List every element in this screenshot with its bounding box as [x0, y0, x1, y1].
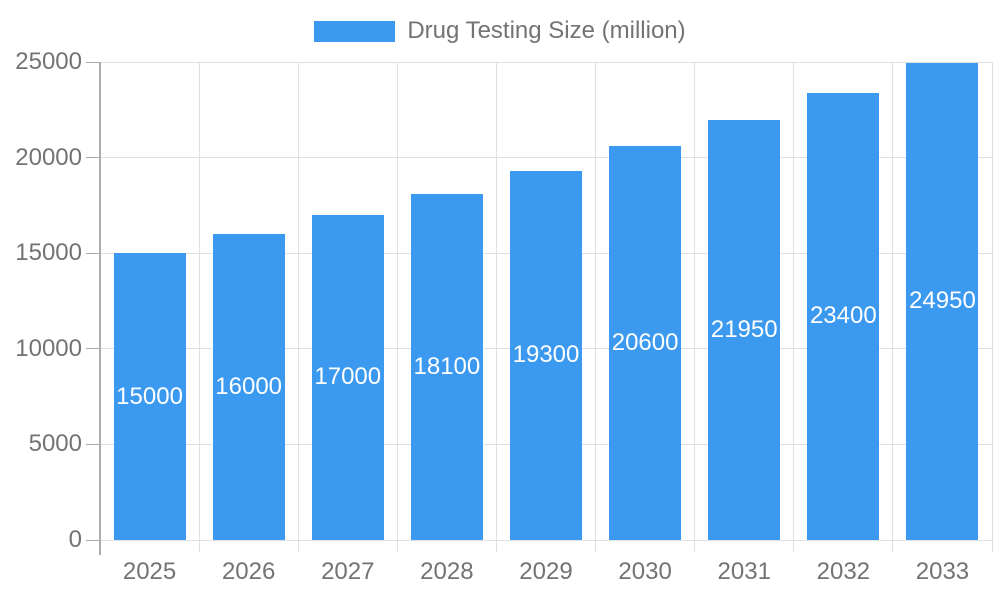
y-axis-tick	[86, 348, 100, 350]
x-gridline	[396, 62, 398, 540]
x-axis-tick	[297, 540, 299, 552]
x-axis-tick	[198, 540, 200, 552]
bar[interactable]	[113, 253, 186, 540]
y-axis-label: 10000	[15, 334, 82, 362]
chart-legend[interactable]: Drug Testing Size (million)	[0, 17, 1000, 45]
y-axis-tick	[86, 252, 100, 254]
x-axis-label: 2032	[816, 558, 871, 585]
bar-value-label: 23400	[809, 302, 877, 330]
y-axis-tick	[86, 157, 100, 159]
x-axis-tick	[495, 540, 497, 552]
y-axis-label: 5000	[28, 430, 82, 458]
bar[interactable]	[807, 92, 880, 540]
bar-value-label: 16000	[215, 373, 283, 401]
y-axis-tick	[86, 539, 100, 541]
bar-value-label: 21950	[710, 316, 778, 344]
bar[interactable]	[609, 146, 682, 540]
x-axis-tick	[694, 540, 696, 552]
y-axis-label: 25000	[15, 48, 82, 75]
legend-label: Drug Testing Size (million)	[407, 17, 686, 44]
y-axis-label: 20000	[15, 143, 82, 171]
bar[interactable]	[906, 62, 979, 540]
bar[interactable]	[708, 120, 781, 540]
plot-border-right	[991, 62, 993, 540]
bar-value-label: 24950	[909, 287, 976, 315]
x-gridline	[793, 62, 795, 540]
bar[interactable]	[212, 234, 285, 540]
x-axis-label: 2027	[321, 558, 375, 585]
x-gridline	[595, 62, 597, 540]
bar-value-label: 15000	[116, 382, 183, 410]
x-axis-label: 2033	[915, 558, 970, 585]
bar[interactable]	[311, 214, 384, 540]
y-gridline	[100, 157, 992, 159]
x-gridline	[892, 62, 894, 540]
legend-swatch	[314, 20, 396, 42]
x-gridline	[495, 62, 497, 540]
y-gridline	[100, 539, 992, 541]
bar-value-label: 19300	[512, 341, 580, 369]
x-axis-label: 2025	[122, 558, 177, 585]
x-gridline	[297, 62, 299, 540]
y-axis-line	[99, 62, 101, 555]
bar[interactable]	[410, 193, 483, 540]
y-axis-label: 0	[68, 526, 82, 553]
x-axis-tick	[595, 540, 597, 552]
x-axis-label: 2028	[420, 558, 474, 585]
x-axis-tick	[793, 540, 795, 552]
x-axis-label: 2031	[717, 558, 771, 585]
x-axis-tick	[892, 540, 894, 552]
y-axis-label: 15000	[15, 239, 82, 267]
x-gridline	[694, 62, 696, 540]
y-axis-tick	[86, 443, 100, 445]
bar-value-label: 17000	[314, 363, 382, 391]
bar-value-label: 20600	[611, 329, 679, 357]
bar-value-label: 18100	[413, 352, 481, 380]
x-axis-label: 2030	[618, 558, 672, 585]
x-axis-label: 2029	[519, 558, 573, 585]
x-axis-tick	[991, 540, 993, 552]
x-axis-label: 2026	[221, 558, 276, 585]
x-gridline	[198, 62, 200, 540]
bar[interactable]	[510, 170, 582, 540]
x-axis-tick	[396, 540, 398, 552]
plot-border-top	[100, 61, 992, 63]
y-axis-tick	[86, 61, 100, 63]
